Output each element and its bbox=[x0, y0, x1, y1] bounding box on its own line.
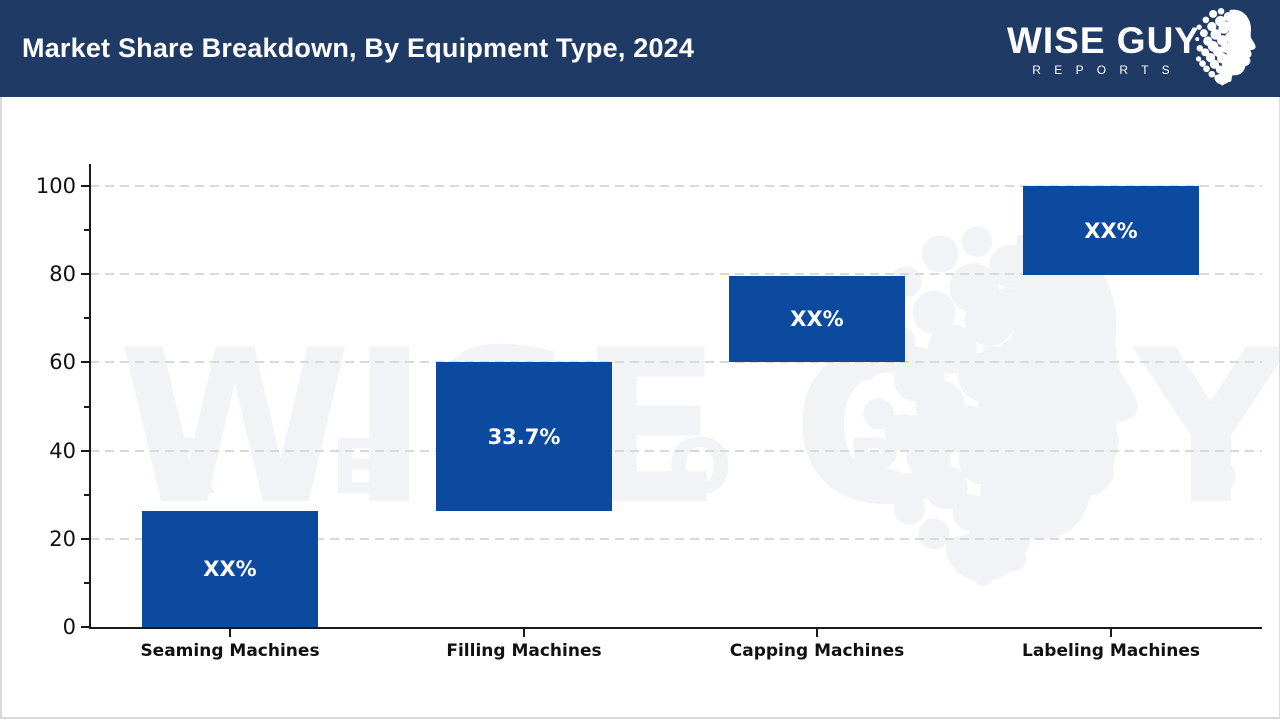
gridline-20 bbox=[90, 537, 1262, 540]
y-minor-tick-70 bbox=[84, 317, 90, 320]
gridline-80 bbox=[90, 273, 1262, 276]
chart-title: Market Share Breakdown, By Equipment Typ… bbox=[22, 33, 695, 63]
gridline-40 bbox=[90, 449, 1262, 452]
category-label-capping-machines: Capping Machines bbox=[729, 641, 905, 661]
bar-value-label: XX% bbox=[1084, 218, 1138, 243]
dotted-face-icon bbox=[1195, 7, 1256, 85]
logo-wordmark: WISE GUY bbox=[1006, 20, 1200, 61]
y-tick-label-100: 100 bbox=[35, 174, 76, 198]
bar-seaming-machines: XX% bbox=[142, 511, 318, 627]
x-axis-line bbox=[89, 627, 1262, 629]
header-bar: Market Share Breakdown, By Equipment Typ… bbox=[0, 0, 1280, 97]
y-tick-label-0: 0 bbox=[62, 615, 76, 639]
y-major-tick-20 bbox=[81, 537, 90, 540]
bar-labeling-machines: XX% bbox=[1023, 186, 1199, 275]
y-tick-label-80: 80 bbox=[49, 262, 76, 287]
y-major-tick-100 bbox=[81, 185, 90, 187]
y-major-tick-80 bbox=[81, 273, 90, 276]
y-tick-label-60: 60 bbox=[49, 350, 76, 375]
y-minor-tick-30 bbox=[84, 493, 90, 496]
category-label-filling-machines: Filling Machines bbox=[446, 641, 602, 661]
y-axis-line bbox=[89, 164, 91, 629]
y-minor-tick-50 bbox=[84, 405, 90, 408]
category-label-seaming-machines: Seaming Machines bbox=[140, 641, 320, 661]
bar-value-label: XX% bbox=[790, 306, 844, 331]
y-tick-label-40: 40 bbox=[49, 438, 76, 463]
gridline-60 bbox=[90, 361, 1262, 364]
bar-value-label: XX% bbox=[203, 557, 257, 581]
gridline-100 bbox=[90, 185, 1262, 187]
logo-text: WISE GUY R E P O R T S bbox=[1007, 20, 1200, 77]
y-minor-tick-10 bbox=[84, 581, 90, 584]
x-tick-1 bbox=[229, 629, 231, 637]
category-label-labeling-machines: Labeling Machines bbox=[1022, 641, 1200, 661]
bar-filling-machines: 33.7% bbox=[436, 362, 612, 511]
y-major-tick-0 bbox=[81, 626, 90, 628]
y-major-tick-60 bbox=[81, 361, 90, 364]
x-tick-4 bbox=[1110, 629, 1112, 637]
y-major-tick-40 bbox=[81, 449, 90, 452]
bar-capping-machines: XX% bbox=[729, 275, 905, 362]
wise-guy-reports-logo: WISE GUY R E P O R T S bbox=[1007, 6, 1280, 92]
y-tick-label-20: 20 bbox=[49, 526, 76, 551]
x-tick-2 bbox=[523, 629, 525, 637]
plot-area: WISE GUY R E P O R T S XX% 33.7% XX% XX% 0 20… bbox=[0, 97, 1280, 717]
logo-subtitle: R E P O R T S bbox=[1032, 63, 1175, 77]
x-tick-3 bbox=[816, 629, 818, 637]
y-minor-tick-90 bbox=[84, 229, 90, 232]
bar-value-label: 33.7% bbox=[487, 424, 561, 449]
